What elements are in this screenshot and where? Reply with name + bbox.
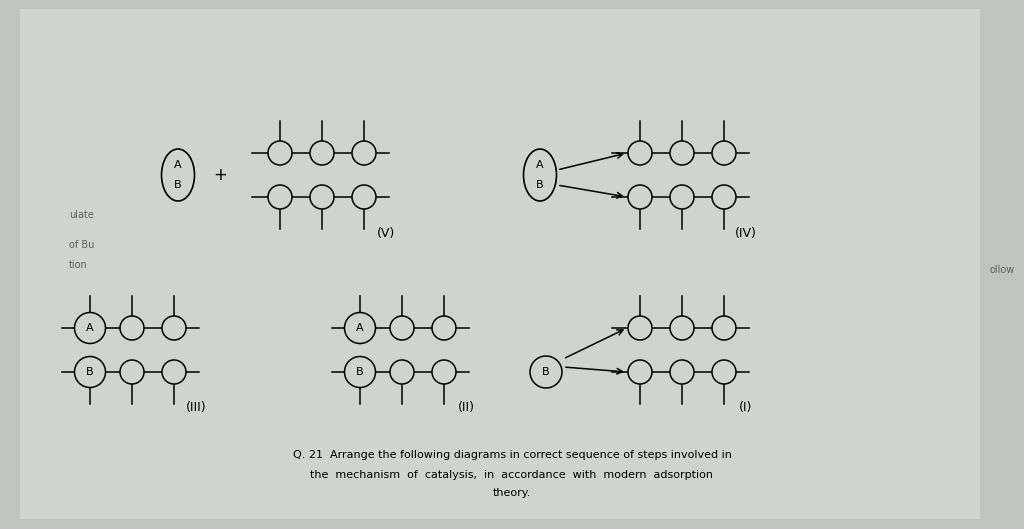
Text: the  mechanism  of  catalysis,  in  accordance  with  modern  adsorption: the mechanism of catalysis, in accordanc… [310, 470, 714, 480]
Text: (V): (V) [377, 226, 395, 240]
Text: Q. 21  Arrange the following diagrams in correct sequence of steps involved in: Q. 21 Arrange the following diagrams in … [293, 450, 731, 460]
Circle shape [344, 313, 376, 343]
Circle shape [120, 316, 144, 340]
Circle shape [344, 357, 376, 388]
Circle shape [670, 360, 694, 384]
Text: B: B [356, 367, 364, 377]
Circle shape [348, 316, 372, 340]
Circle shape [348, 360, 372, 384]
Text: (I): (I) [739, 402, 753, 415]
Circle shape [530, 356, 562, 388]
Circle shape [670, 316, 694, 340]
Text: A: A [356, 323, 364, 333]
Text: tion: tion [69, 260, 88, 270]
Circle shape [670, 185, 694, 209]
Circle shape [390, 360, 414, 384]
Circle shape [628, 185, 652, 209]
Circle shape [78, 360, 102, 384]
Text: ollow: ollow [989, 265, 1014, 275]
Circle shape [628, 316, 652, 340]
Circle shape [162, 316, 186, 340]
Ellipse shape [523, 149, 556, 201]
Circle shape [628, 360, 652, 384]
Text: B: B [537, 180, 544, 190]
Circle shape [310, 185, 334, 209]
Circle shape [75, 313, 105, 343]
Text: A: A [86, 323, 94, 333]
Text: B: B [174, 180, 182, 190]
Circle shape [75, 357, 105, 388]
Circle shape [78, 316, 102, 340]
Text: ulate: ulate [69, 210, 94, 220]
Text: A: A [174, 160, 182, 170]
Text: (IV): (IV) [735, 226, 757, 240]
Circle shape [712, 141, 736, 165]
Polygon shape [20, 9, 980, 519]
Circle shape [120, 360, 144, 384]
Text: B: B [86, 367, 94, 377]
Circle shape [162, 360, 186, 384]
Circle shape [712, 185, 736, 209]
Text: of Bu: of Bu [69, 240, 94, 250]
Circle shape [432, 316, 456, 340]
Text: (II): (II) [458, 402, 474, 415]
Circle shape [712, 360, 736, 384]
Circle shape [628, 141, 652, 165]
Circle shape [390, 316, 414, 340]
Text: theory.: theory. [493, 488, 531, 498]
Circle shape [352, 185, 376, 209]
Circle shape [712, 316, 736, 340]
Circle shape [268, 185, 292, 209]
Circle shape [310, 141, 334, 165]
Text: (III): (III) [185, 402, 206, 415]
Text: +: + [213, 166, 227, 184]
Circle shape [268, 141, 292, 165]
Circle shape [670, 141, 694, 165]
Circle shape [352, 141, 376, 165]
Text: B: B [542, 367, 550, 377]
Circle shape [432, 360, 456, 384]
Ellipse shape [162, 149, 195, 201]
Text: A: A [537, 160, 544, 170]
